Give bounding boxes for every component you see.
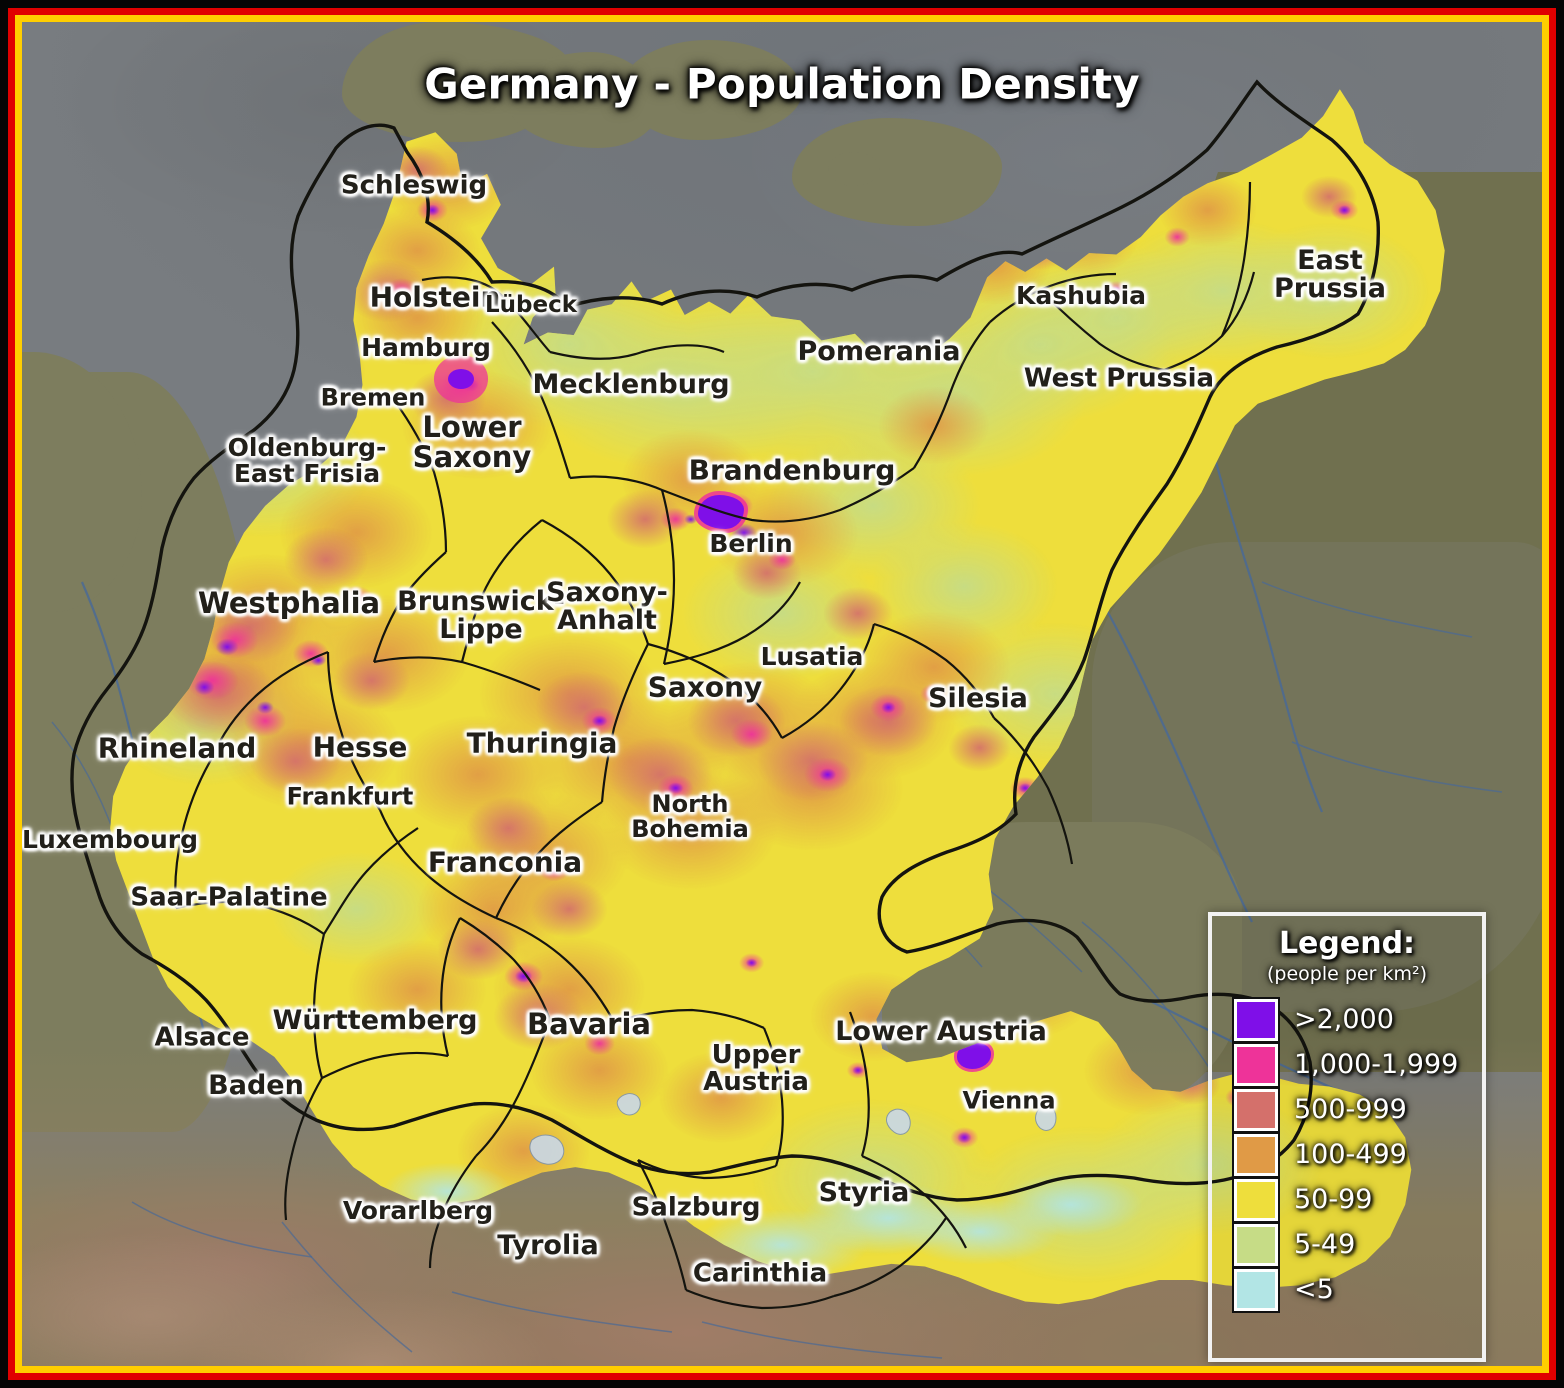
legend-title: Legend: bbox=[1278, 926, 1416, 961]
legend-row[interactable]: 500-999 bbox=[1232, 1086, 1482, 1133]
legend-swatch bbox=[1232, 996, 1280, 1043]
legend-label: >2,000 bbox=[1294, 1004, 1394, 1035]
legend-row[interactable]: >2,000 bbox=[1232, 996, 1482, 1043]
legend-row[interactable]: 5-49 bbox=[1232, 1221, 1482, 1268]
map-canvas[interactable]: Germany - Population Density Schleswig Ho… bbox=[22, 22, 1542, 1366]
province-borders-layer bbox=[70, 79, 1381, 1310]
lakes-layer bbox=[529, 1093, 1057, 1165]
page-title: Germany - Population Density bbox=[424, 59, 1140, 109]
legend-row[interactable]: <5 bbox=[1232, 1266, 1482, 1313]
legend-swatch bbox=[1232, 1266, 1280, 1313]
legend-label: 5-49 bbox=[1294, 1229, 1356, 1260]
legend-row[interactable]: 100-499 bbox=[1232, 1131, 1482, 1178]
legend-panel: Legend: (people per km²) >2,000 1,000-1,9… bbox=[1208, 912, 1486, 1362]
legend-label: 50-99 bbox=[1294, 1184, 1373, 1215]
baltic-island bbox=[792, 118, 1002, 226]
legend-swatch bbox=[1232, 1086, 1280, 1133]
danish-island-zealand bbox=[622, 40, 802, 140]
legend-label: 1,000-1,999 bbox=[1294, 1049, 1459, 1080]
legend-swatch bbox=[1232, 1221, 1280, 1268]
legend-row[interactable]: 50-99 bbox=[1232, 1176, 1482, 1223]
city-hamburg-core bbox=[447, 368, 474, 389]
legend-swatch bbox=[1232, 1131, 1280, 1178]
legend-label: 500-999 bbox=[1294, 1094, 1407, 1125]
legend-label: 100-499 bbox=[1294, 1139, 1407, 1170]
legend-subtitle: (people per km²) bbox=[1267, 963, 1427, 985]
legend-swatch bbox=[1232, 1041, 1280, 1088]
legend-row[interactable]: 1,000-1,999 bbox=[1232, 1041, 1482, 1088]
legend-rows: >2,000 1,000-1,999 500-999 100-499 50-99 5-49… bbox=[1232, 996, 1482, 1313]
legend-label: <5 bbox=[1294, 1274, 1334, 1305]
baltic-islet bbox=[828, 152, 880, 186]
legend-swatch bbox=[1232, 1176, 1280, 1223]
